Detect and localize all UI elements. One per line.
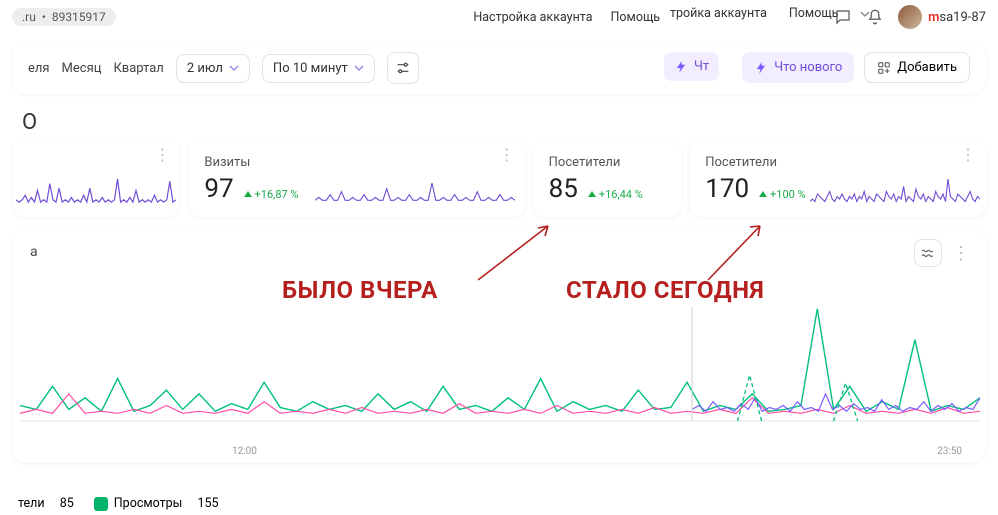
main-chart-panel: а ⋮ 12:00 23:50	[12, 227, 986, 463]
counter-id: 89315917	[52, 10, 106, 24]
card-delta: +16,87 %	[244, 188, 299, 201]
sparkline	[16, 177, 176, 211]
avatar[interactable]	[898, 5, 922, 29]
interval-label: По 10 минут	[273, 61, 348, 76]
header-link-settings[interactable]: Настройка аккаунта	[473, 10, 592, 25]
username[interactable]: msa19-87	[928, 10, 986, 25]
chart-style-button[interactable]	[914, 239, 942, 267]
legend-item[interactable]: Просмотры 155	[94, 496, 219, 511]
chevron-down-icon	[354, 63, 364, 73]
annotation-after: СТАЛО СЕГОДНЯ	[566, 276, 764, 304]
metric-card-visits[interactable]: ⋮ Визиты 97 +16,87 %	[188, 141, 524, 217]
header-link-help[interactable]: Помощь	[611, 10, 661, 25]
period-seg-1[interactable]: еля	[28, 61, 50, 76]
bolt-icon	[674, 60, 688, 74]
sliders-icon	[395, 60, 411, 76]
period-seg-2[interactable]: Месяц	[62, 61, 102, 76]
x-label: 12:00	[232, 446, 257, 457]
annotation-before: БЫЛО ВЧЕРА	[282, 276, 438, 304]
sparkline	[315, 181, 515, 211]
more-icon[interactable]: ⋮	[154, 153, 170, 157]
legend-swatch	[94, 497, 108, 511]
card-value: 85	[549, 174, 578, 204]
legend: тели 85 Просмотры 155	[18, 496, 219, 511]
add-button[interactable]: Добавить	[864, 52, 970, 83]
ghost-link-2[interactable]: Помощь	[789, 6, 839, 21]
date-dropdown[interactable]: 2 июл	[176, 54, 250, 83]
metric-card-visitors-before[interactable]: Посетители 85 +16,44 %	[533, 141, 682, 217]
sparkline	[810, 177, 980, 211]
interval-dropdown[interactable]: По 10 минут	[262, 54, 375, 83]
filter-button[interactable]	[387, 52, 419, 84]
metric-cards: ⋮ ⋮ Визиты 97 +16,87 % Посетители 85 +16…	[0, 141, 998, 217]
card-title: Посетители	[705, 155, 970, 170]
more-icon[interactable]: ⋮	[960, 153, 976, 157]
metric-card-visitors-after[interactable]: ⋮ Посетители 170 +100 %	[689, 141, 986, 217]
toolbar: еля Месяц Квартал 2 июл По 10 минут Чт Ч…	[12, 42, 986, 94]
period-seg-3[interactable]: Квартал	[113, 61, 163, 76]
card-value: 97	[204, 174, 233, 204]
chevron-down-icon	[229, 63, 239, 73]
ghost-link-1[interactable]: тройка аккаунта	[670, 6, 767, 21]
x-label: 23:50	[937, 446, 962, 457]
panel-letter: а	[30, 244, 38, 260]
whatsnew-button[interactable]: Что нового	[742, 52, 854, 83]
bolt-icon	[754, 61, 768, 75]
main-chart	[20, 297, 980, 427]
card-title: Посетители	[549, 155, 666, 170]
more-icon[interactable]: ⋮	[952, 243, 970, 264]
card-title: Визиты	[204, 155, 508, 170]
card-delta: +16,44 %	[588, 188, 643, 201]
card-value: 170	[705, 174, 749, 204]
chevron-down-icon	[860, 9, 870, 19]
legend-item[interactable]: тели 85	[18, 496, 74, 511]
more-icon[interactable]: ⋮	[499, 153, 515, 157]
domain-suffix: .ru	[22, 10, 36, 24]
grid-add-icon	[877, 61, 891, 75]
counter-pill[interactable]: .ru • 89315917	[12, 8, 116, 26]
whatsnew-button-ghost[interactable]: Чт	[664, 52, 719, 81]
ghost-header: тройка аккаунта Помощь	[670, 6, 870, 21]
section-letter: О	[22, 110, 998, 135]
waves-icon	[920, 245, 936, 261]
metric-card-0[interactable]: ⋮	[12, 141, 180, 217]
date-label: 2 июл	[187, 61, 223, 76]
card-delta: +100 %	[759, 188, 806, 201]
